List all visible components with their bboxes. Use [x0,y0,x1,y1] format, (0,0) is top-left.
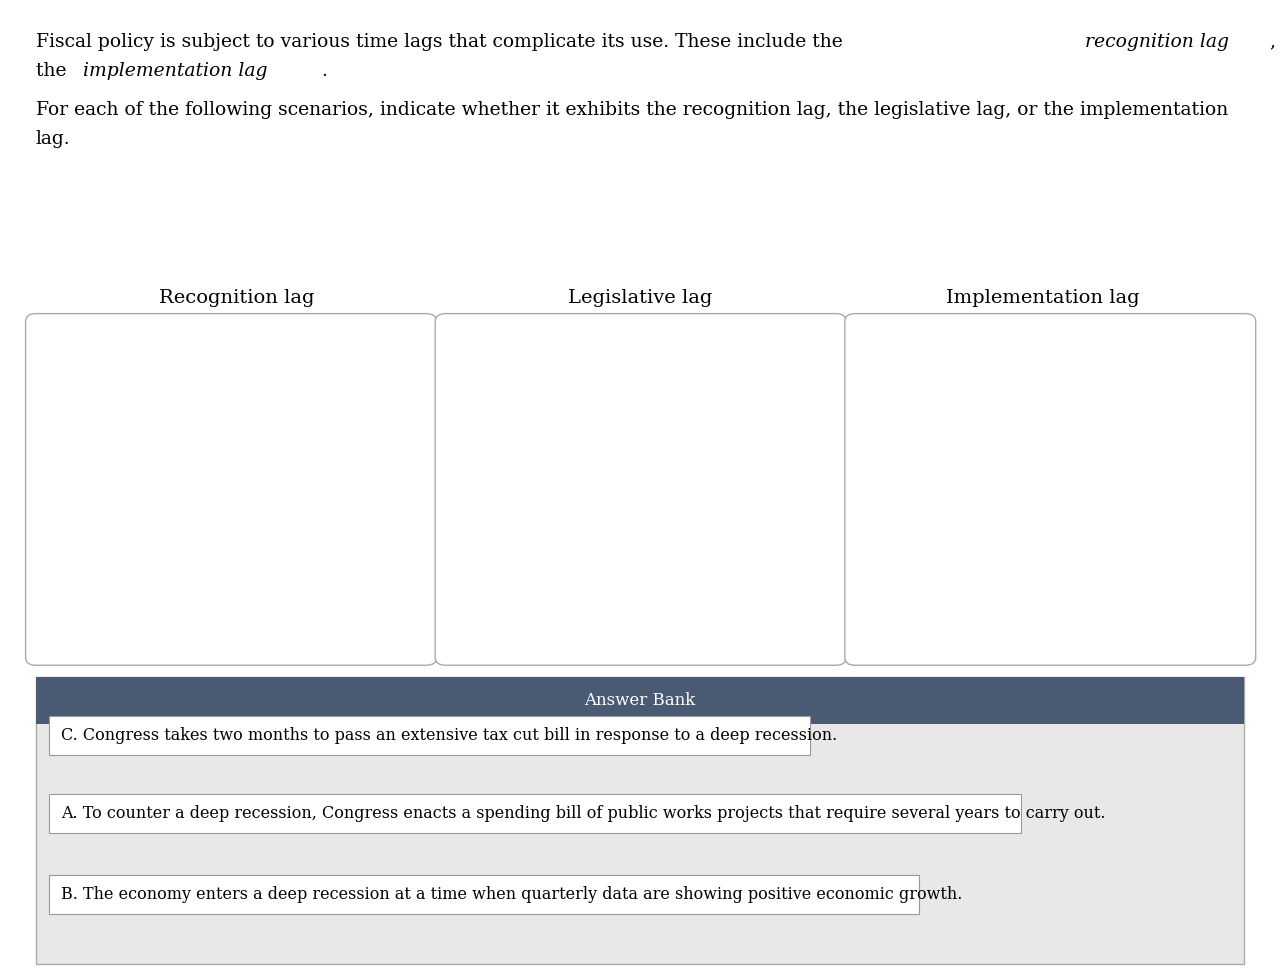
Text: B. The economy enters a deep recession at a time when quarterly data are showing: B. The economy enters a deep recession a… [61,885,963,903]
Bar [36,677,1244,724]
FancyBboxPatch shape [845,314,1256,665]
Text: Implementation lag: Implementation lag [946,289,1140,307]
Text: Legislative lag: Legislative lag [568,289,712,307]
Text: implementation lag: implementation lag [83,62,268,80]
Text: Recognition lag: Recognition lag [159,289,315,307]
FancyBboxPatch shape [49,794,1021,833]
FancyBboxPatch shape [26,314,436,665]
Text: the: the [36,62,73,80]
FancyBboxPatch shape [49,875,919,914]
Text: lag.: lag. [36,131,70,148]
Text: , the: , the [1270,33,1280,51]
FancyBboxPatch shape [435,314,846,665]
FancyBboxPatch shape [49,716,810,755]
Text: For each of the following scenarios, indicate whether it exhibits the recognitio: For each of the following scenarios, ind… [36,101,1228,119]
Text: C. Congress takes two months to pass an extensive tax cut bill in response to a : C. Congress takes two months to pass an … [61,727,837,744]
Text: Fiscal policy is subject to various time lags that complicate its use. These inc: Fiscal policy is subject to various time… [36,33,849,51]
Text: recognition lag: recognition lag [1084,33,1229,51]
Text: .: . [321,62,326,80]
FancyBboxPatch shape [36,677,1244,964]
Text: A. To counter a deep recession, Congress enacts a spending bill of public works : A. To counter a deep recession, Congress… [61,805,1106,822]
Text: Answer Bank: Answer Bank [585,692,695,709]
